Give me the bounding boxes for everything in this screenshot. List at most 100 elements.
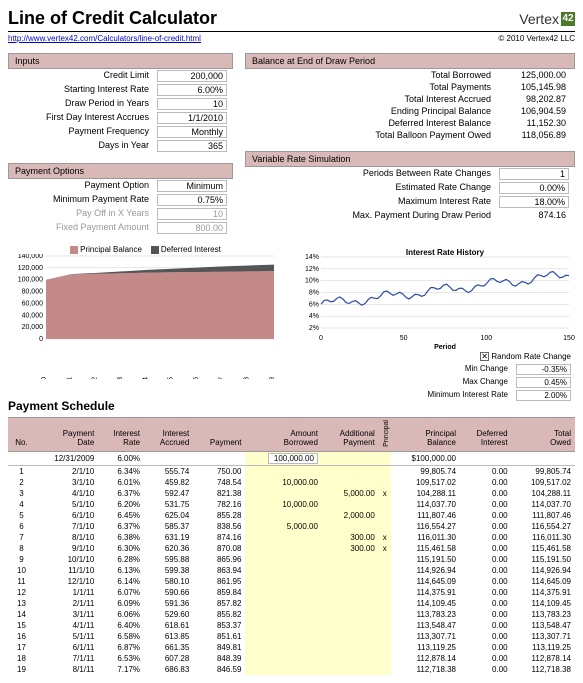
svg-text:0: 0 — [319, 335, 323, 342]
kv-row: Minimum Interest Rate 2.00% — [295, 389, 575, 402]
table-row: 1011/1/106.13%599.38863.94114,926.940.00… — [8, 565, 575, 576]
svg-text:2/1/2019: 2/1/2019 — [269, 377, 276, 379]
kv-row: Periods Between Rate Changes1 — [245, 167, 575, 181]
kv-row: Total Balloon Payment Owed118,056.89 — [245, 129, 575, 141]
table-row: 56/1/106.45%625.04855.282,000.00111,807.… — [8, 510, 575, 521]
kv-label: Fixed Payment Amount — [14, 222, 157, 234]
kv-value[interactable]: 365 — [157, 140, 227, 152]
kv-value[interactable]: Minimum — [157, 180, 227, 192]
table-row: 78/1/106.38%631.19874.16300.00x116,011.3… — [8, 532, 575, 543]
kv-row: Fixed Payment Amount800.00 — [8, 221, 233, 235]
svg-text:40,000: 40,000 — [22, 312, 44, 319]
source-link[interactable]: http://www.vertex42.com/Calculators/line… — [8, 34, 201, 43]
random-rate-checkbox[interactable]: ✕ Random Rate Change — [295, 350, 575, 363]
svg-text:2/1/2018: 2/1/2018 — [244, 377, 251, 379]
svg-text:60,000: 60,000 — [22, 300, 44, 307]
subheader: http://www.vertex42.com/Calculators/line… — [8, 34, 575, 43]
kv-value: 125,000.00 — [499, 70, 569, 80]
inputs-header: Inputs — [8, 53, 233, 69]
svg-text:2/1/2011: 2/1/2011 — [66, 377, 73, 379]
kv-label: Estimated Rate Change — [251, 182, 499, 194]
kv-row: Maximum Interest Rate18.00% — [245, 195, 575, 209]
kv-value[interactable]: 18.00% — [499, 196, 569, 208]
col-header: Principal — [379, 418, 391, 452]
kv-value[interactable]: 800.00 — [157, 222, 227, 234]
svg-text:8%: 8% — [309, 290, 319, 297]
kv-label: Max. Payment During Draw Period — [251, 210, 499, 220]
kv-row: First Day Interest Accrues1/1/2010 — [8, 111, 233, 125]
svg-text:2/1/2014: 2/1/2014 — [142, 377, 149, 379]
kv-row: Payment FrequencyMonthly — [8, 125, 233, 139]
kv-row: Ending Principal Balance106,904.59 — [245, 105, 575, 117]
col-header: PrincipalBalance — [391, 418, 460, 452]
kv-label: Minimum Interest Rate — [428, 390, 508, 401]
svg-text:10%: 10% — [305, 278, 319, 285]
kv-label: Total Balloon Payment Owed — [251, 130, 499, 140]
kv-label: Total Payments — [251, 82, 499, 92]
checkbox-icon: ✕ — [480, 352, 489, 361]
table-row: 121/1/116.07%590.66859.84114,375.910.001… — [8, 587, 575, 598]
payment-options-header: Payment Options — [8, 163, 233, 179]
kv-row: Draw Period in Years10 — [8, 97, 233, 111]
kv-value[interactable]: -0.35% — [516, 364, 571, 375]
svg-text:120,000: 120,000 — [18, 265, 43, 272]
col-header: InterestRate — [98, 418, 144, 452]
kv-value: 11,152.30 — [499, 118, 569, 128]
svg-text:4%: 4% — [309, 313, 319, 320]
kv-row: Payment OptionMinimum — [8, 179, 233, 193]
col-header: TotalOwed — [512, 418, 575, 452]
kv-label: Minimum Payment Rate — [14, 194, 157, 206]
kv-value[interactable]: 10 — [157, 208, 227, 220]
kv-value: 98,202.87 — [499, 94, 569, 104]
col-header: AdditionalPayment — [322, 418, 379, 452]
kv-label: Maximum Interest Rate — [251, 196, 499, 208]
kv-value[interactable]: 0.00% — [499, 182, 569, 194]
kv-value[interactable]: 1/1/2010 — [157, 112, 227, 124]
page-title: Line of Credit Calculator — [8, 8, 217, 29]
principal-balance-chart: Principal Balance Deferred Interest 140,… — [8, 245, 283, 385]
table-row: 198/1/117.17%686.83846.59112,718.380.001… — [8, 664, 575, 675]
svg-text:140,000: 140,000 — [18, 254, 43, 260]
kv-label: Total Borrowed — [251, 70, 499, 80]
kv-label: Total Interest Accrued — [251, 94, 499, 104]
kv-row: Estimated Rate Change0.00% — [245, 181, 575, 195]
payment-schedule-table: No.PaymentDateInterestRateInterestAccrue… — [8, 417, 575, 675]
svg-text:80,000: 80,000 — [22, 289, 44, 296]
kv-label: Ending Principal Balance — [251, 106, 499, 116]
kv-value: 874.16 — [499, 210, 569, 220]
table-row: 910/1/106.28%595.88865.96115,191.500.001… — [8, 554, 575, 565]
table-row: 1112/1/106.14%580.10861.95114,645.090.00… — [8, 576, 575, 587]
svg-text:14%: 14% — [305, 254, 319, 261]
kv-label: Payment Frequency — [14, 126, 157, 138]
table-row: 12/31/20096.00%100,000.00$100,000.00 — [8, 451, 575, 465]
kv-row: Total Interest Accrued98,202.87 — [245, 93, 575, 105]
svg-text:12%: 12% — [305, 266, 319, 273]
svg-text:100: 100 — [480, 335, 492, 342]
logo: Vertex 42 — [519, 11, 575, 27]
table-row: 165/1/116.58%613.85851.61113,307.710.001… — [8, 631, 575, 642]
kv-value[interactable]: 0.45% — [516, 377, 571, 388]
kv-value[interactable]: 2.00% — [516, 390, 571, 401]
kv-label: Draw Period in Years — [14, 98, 157, 110]
kv-value[interactable]: 6.00% — [157, 84, 227, 96]
col-header: Payment — [193, 418, 245, 452]
svg-text:2/1/2013: 2/1/2013 — [117, 377, 124, 379]
kv-value: 106,904.59 — [499, 106, 569, 116]
chart-right-svg: Interest Rate History14%12%10%8%6%4%2%05… — [295, 245, 575, 350]
col-header: PaymentDate — [35, 418, 98, 452]
kv-value[interactable]: 1 — [499, 168, 569, 180]
col-header: No. — [8, 418, 35, 452]
kv-value[interactable]: Monthly — [157, 126, 227, 138]
kv-value[interactable]: 0.75% — [157, 194, 227, 206]
kv-label: Deferred Interest Balance — [251, 118, 499, 128]
svg-text:2/1/2017: 2/1/2017 — [218, 377, 225, 379]
kv-row: Total Payments105,145.98 — [245, 81, 575, 93]
copyright: © 2010 Vertex42 LLC — [498, 34, 575, 43]
table-row: 34/1/106.37%592.47821.385,000.00x104,288… — [8, 488, 575, 499]
kv-row: Pay Off in X Years10 — [8, 207, 233, 221]
kv-value[interactable]: 10 — [157, 98, 227, 110]
table-row: 12/1/106.34%555.74750.0099,805.740.0099,… — [8, 465, 575, 477]
kv-value: 105,145.98 — [499, 82, 569, 92]
svg-text:0: 0 — [39, 336, 43, 343]
kv-value[interactable]: 200,000 — [157, 70, 227, 82]
